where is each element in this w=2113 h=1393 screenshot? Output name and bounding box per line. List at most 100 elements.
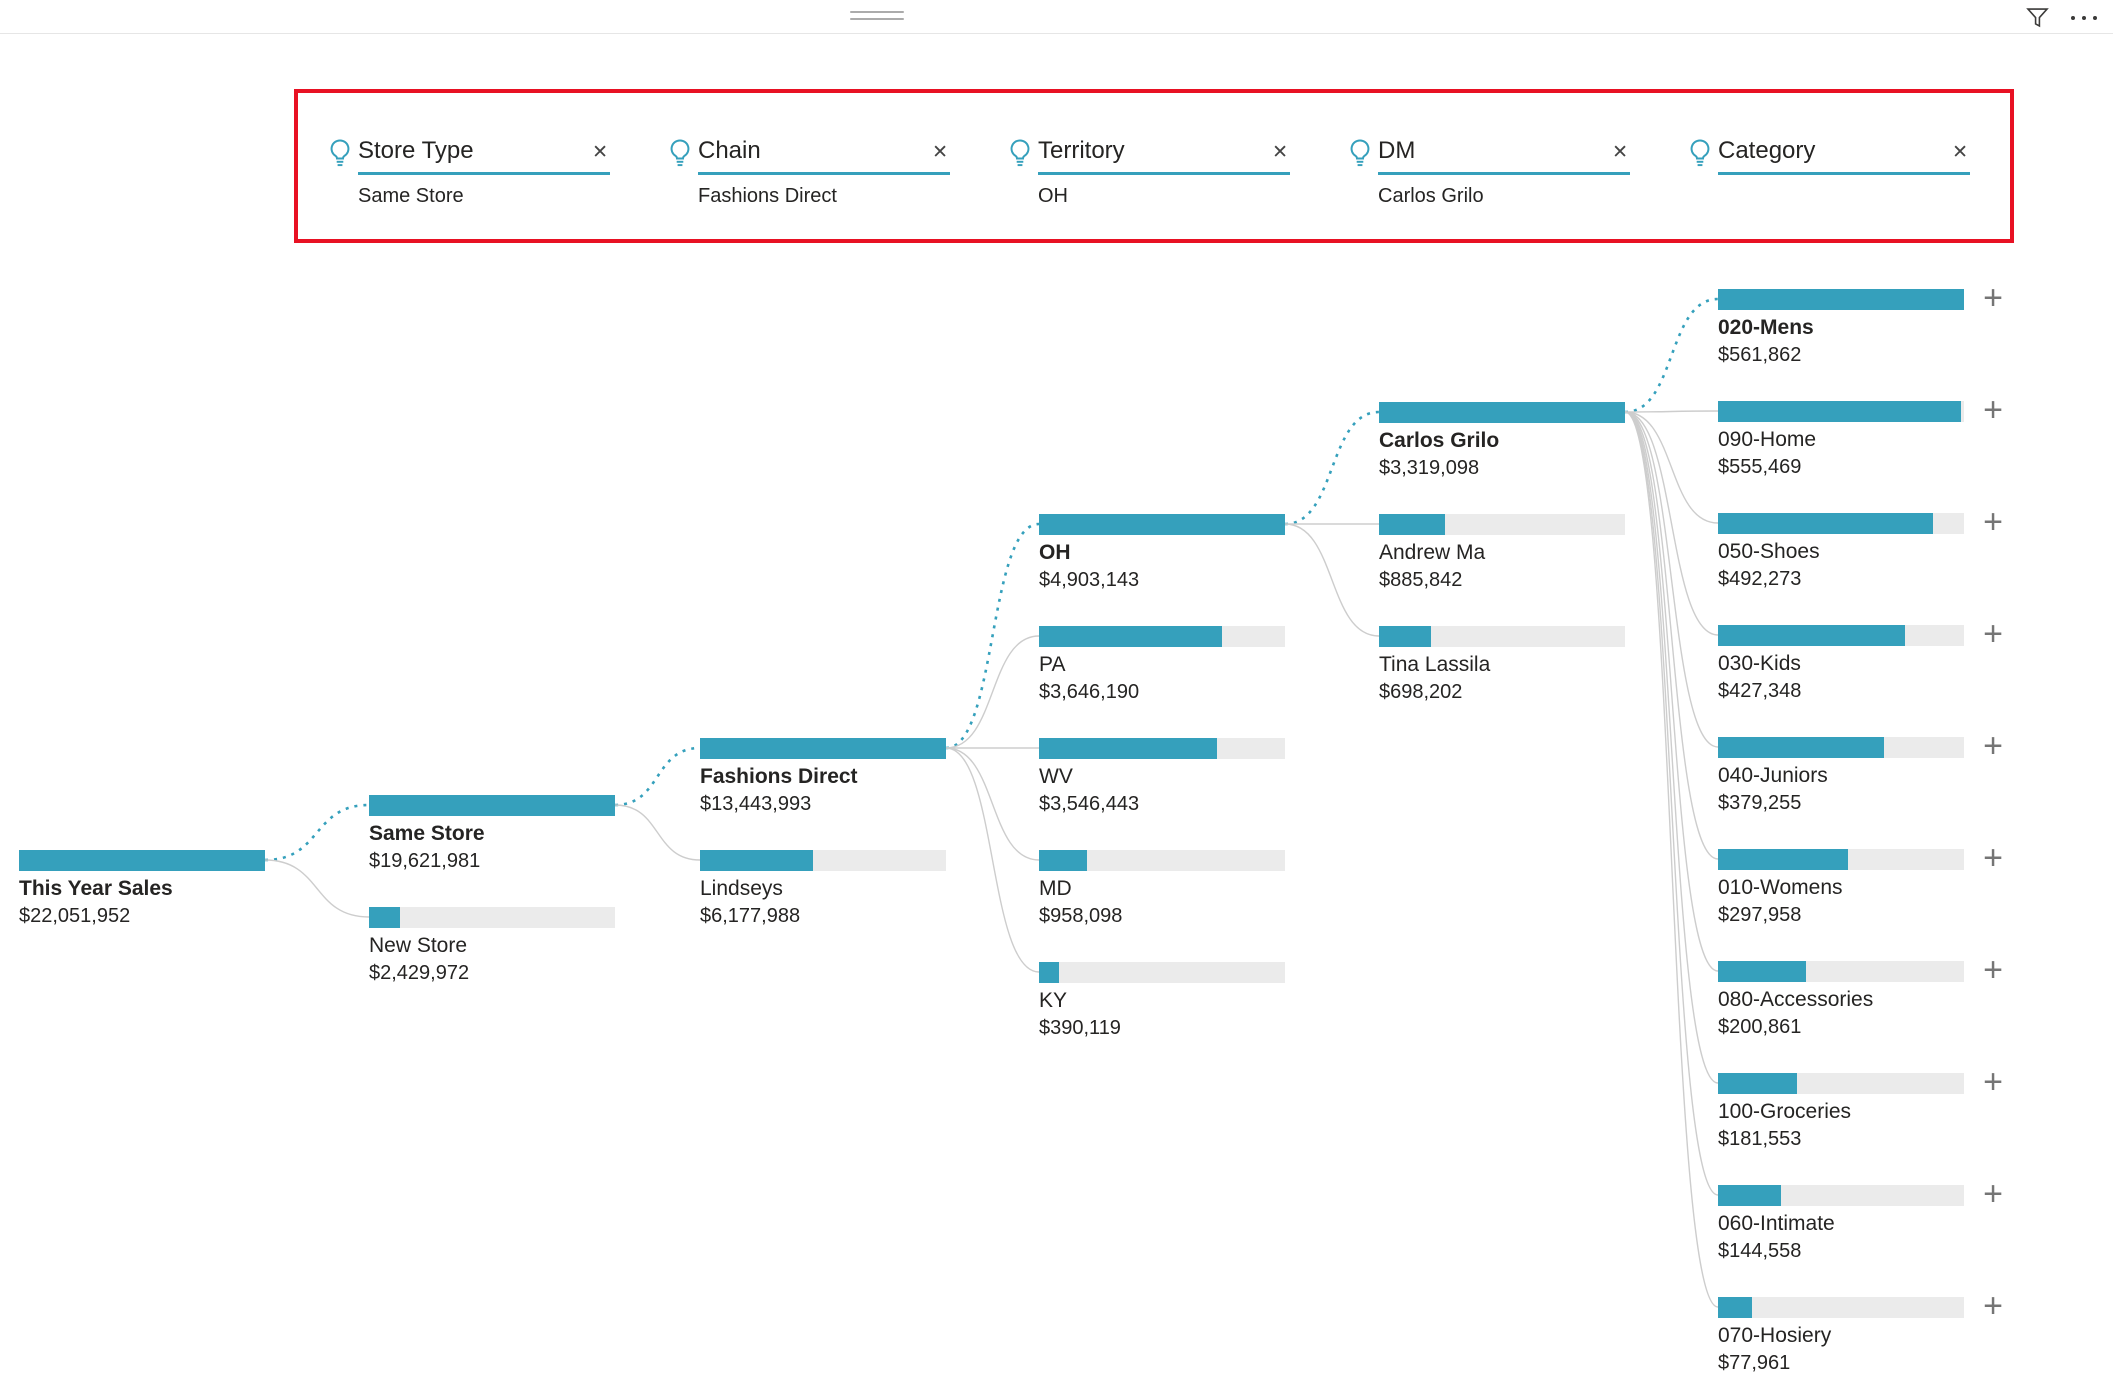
tree-node-same-store[interactable]: Same Store $19,621,981 <box>369 794 615 873</box>
node-bar[interactable] <box>1718 848 1964 870</box>
expand-plus-icon[interactable]: + <box>1983 950 2003 989</box>
node-value: $6,177,988 <box>700 904 801 927</box>
node-bar[interactable] <box>1718 1184 1964 1206</box>
tree-node-new-store[interactable]: New Store $2,429,972 <box>369 906 615 985</box>
lightbulb-icon <box>1348 137 1378 208</box>
tree-node-md[interactable]: MD $958,098 <box>1039 849 1285 928</box>
tree-node-tina-lassila[interactable]: Tina Lassila $698,202 <box>1379 625 1625 704</box>
close-icon[interactable]: ✕ <box>1952 142 1968 163</box>
node-bar[interactable] <box>1039 513 1285 535</box>
node-bar[interactable] <box>1718 512 1964 534</box>
expand-plus-icon[interactable]: + <box>1983 278 2003 317</box>
tree-node-090-home[interactable]: 090-Home $555,469 + <box>1718 393 2003 479</box>
node-bar-fill <box>1039 513 1285 535</box>
filter-pill-store-type: Store Type ✕ Same Store <box>328 137 610 208</box>
node-bar[interactable] <box>1379 513 1625 535</box>
node-bar[interactable] <box>1718 400 1964 422</box>
filter-value: Same Store <box>358 185 464 207</box>
filter-pill-category: Category ✕ <box>1688 137 1970 207</box>
expand-plus-icon[interactable]: + <box>1983 838 2003 877</box>
tree-node-this-year-sales[interactable]: This Year Sales $22,051,952 <box>19 849 265 928</box>
close-icon[interactable]: ✕ <box>1612 142 1628 163</box>
node-value: $3,546,443 <box>1039 792 1140 815</box>
tree-node-lindseys[interactable]: Lindseys $6,177,988 <box>700 849 946 928</box>
node-bar-fill <box>1718 736 1885 758</box>
node-bar-fill <box>1718 400 1962 422</box>
tree-node-030-kids[interactable]: 030-Kids $427,348 + <box>1718 617 2003 703</box>
node-value: $561,862 <box>1718 343 1802 366</box>
tree-node-andrew-ma[interactable]: Andrew Ma $885,842 <box>1379 513 1625 592</box>
node-bar[interactable] <box>369 906 615 928</box>
node-bar-fill <box>1718 960 1806 982</box>
tree-node-070-hosiery[interactable]: 070-Hosiery $77,961 + <box>1718 1289 2003 1375</box>
node-value: $2,429,972 <box>369 961 470 984</box>
expand-plus-icon[interactable]: + <box>1983 614 2003 653</box>
node-bar[interactable] <box>1379 625 1625 647</box>
close-icon[interactable]: ✕ <box>1272 142 1288 163</box>
expand-plus-icon[interactable]: + <box>1983 390 2003 429</box>
node-value: $885,842 <box>1379 568 1463 591</box>
filter-funnel-icon[interactable] <box>2024 4 2051 31</box>
node-bar[interactable] <box>1039 625 1285 647</box>
filter-value: Fashions Direct <box>698 185 837 207</box>
tree-node-pa[interactable]: PA $3,646,190 <box>1039 625 1285 704</box>
node-bar[interactable] <box>700 849 946 871</box>
node-bar[interactable] <box>369 794 615 816</box>
node-bar[interactable] <box>1718 1296 1964 1318</box>
close-icon[interactable]: ✕ <box>932 142 948 163</box>
lightbulb-icon <box>1008 137 1038 208</box>
tree-node-carlos-grilo[interactable]: Carlos Grilo $3,319,098 <box>1379 401 1625 480</box>
node-label: 010-Womens <box>1718 875 1843 899</box>
node-label: 090-Home <box>1718 427 1817 451</box>
tree-node-wv[interactable]: WV $3,546,443 <box>1039 737 1285 816</box>
drag-handle[interactable] <box>850 11 904 25</box>
filter-breadcrumb-bar: Store Type ✕ Same Store Chain ✕ Fashions… <box>294 89 2014 243</box>
node-value: $555,469 <box>1718 455 1802 478</box>
expand-plus-icon[interactable]: + <box>1983 1286 2003 1325</box>
tree-link <box>1624 411 1719 860</box>
tree-node-040-juniors[interactable]: 040-Juniors $379,255 + <box>1718 729 2003 815</box>
node-bar[interactable] <box>1718 288 1964 310</box>
expand-plus-icon[interactable]: + <box>1983 502 2003 541</box>
tree-link <box>945 747 1040 861</box>
tree-node-050-shoes[interactable]: 050-Shoes $492,273 + <box>1718 505 2003 591</box>
node-value: $390,119 <box>1039 1016 1121 1039</box>
node-bar-fill <box>1039 961 1059 983</box>
expand-plus-icon[interactable]: + <box>1983 1174 2003 1213</box>
node-bar[interactable] <box>1718 960 1964 982</box>
node-bar[interactable] <box>1379 401 1625 423</box>
node-bar[interactable] <box>1039 737 1285 759</box>
close-icon[interactable]: ✕ <box>592 142 608 163</box>
node-bar[interactable] <box>1718 736 1964 758</box>
tree-node-020-mens[interactable]: 020-Mens $561,862 + <box>1718 281 2003 367</box>
tree-link <box>1284 523 1380 637</box>
selected-path-link <box>264 803 370 862</box>
expand-plus-icon[interactable]: + <box>1983 726 2003 765</box>
tree-link <box>1624 411 1719 972</box>
tree-node-ky[interactable]: KY $390,119 <box>1039 961 1285 1040</box>
tree-link <box>1624 411 1719 524</box>
node-bar[interactable] <box>700 737 946 759</box>
node-bar[interactable] <box>1718 1072 1964 1094</box>
tree-node-080-accessories[interactable]: 080-Accessories $200,861 + <box>1718 953 2003 1039</box>
expand-plus-icon[interactable]: + <box>1983 1062 2003 1101</box>
tree-link <box>1624 411 1719 1308</box>
tree-node-oh[interactable]: OH $4,903,143 <box>1039 513 1285 592</box>
node-value: $19,621,981 <box>369 849 481 872</box>
node-value: $3,646,190 <box>1039 680 1140 703</box>
node-value: $297,958 <box>1718 903 1802 926</box>
node-bar[interactable] <box>1039 961 1285 983</box>
tree-node-010-womens[interactable]: 010-Womens $297,958 + <box>1718 841 2003 927</box>
lightbulb-icon <box>328 137 358 208</box>
node-value: $144,558 <box>1718 1239 1802 1262</box>
more-options-icon[interactable] <box>2069 10 2099 26</box>
filter-field-label: DM <box>1378 137 1416 164</box>
node-bar[interactable] <box>1039 849 1285 871</box>
tree-link <box>1624 411 1719 748</box>
node-label: 020-Mens <box>1718 315 1814 339</box>
tree-node-100-groceries[interactable]: 100-Groceries $181,553 + <box>1718 1065 2003 1151</box>
tree-node-060-intimate[interactable]: 060-Intimate $144,558 + <box>1718 1177 2003 1263</box>
tree-node-fashions-direct[interactable]: Fashions Direct $13,443,993 <box>700 737 946 816</box>
node-bar[interactable] <box>1718 624 1964 646</box>
node-bar[interactable] <box>19 849 265 871</box>
